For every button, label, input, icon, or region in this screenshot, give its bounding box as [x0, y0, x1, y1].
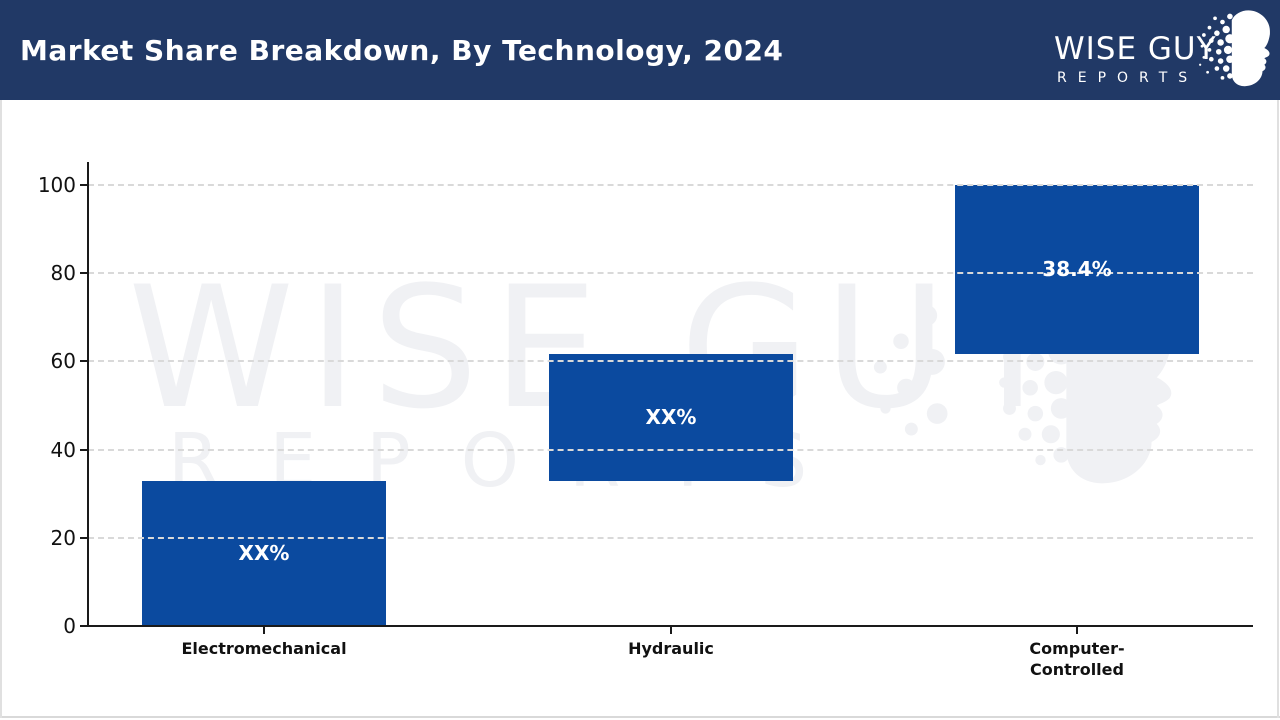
logo-subtext: REPORTS [1057, 70, 1198, 86]
y-tick-mark-0 [80, 625, 88, 627]
logo-wordmark: WISE GUY [1054, 31, 1217, 67]
y-tick-mark-40 [80, 448, 88, 451]
logo-face-icon [1199, 10, 1271, 87]
bar-electromechanical [142, 481, 386, 626]
y-tick-label-20: 20 [50, 525, 76, 550]
page-bottom-rule [0, 716, 1280, 718]
y-tick-mark-100 [80, 184, 88, 186]
x-category-label: Hydraulic [628, 639, 714, 658]
bar-value-label: 38.4% [1042, 256, 1112, 281]
bar-hydraulic [549, 354, 793, 482]
bar-value-label: XX% [645, 404, 697, 429]
x-category-label: Electromechanical [181, 639, 347, 658]
gridline-100 [88, 184, 1253, 186]
header-banner: Market Share Breakdown, By Technology, 2… [0, 0, 1280, 100]
x-axis-line [87, 625, 1253, 627]
page-left-rule [0, 100, 2, 718]
y-tick-mark-80 [80, 272, 88, 275]
gridline-20 [88, 536, 1253, 539]
y-tick-label-60: 60 [50, 349, 76, 374]
wiseguy-reports-logo: WISE GUY REPORTS [1054, 10, 1271, 87]
y-tick-label-100: 100 [37, 173, 76, 197]
y-tick-mark-60 [80, 360, 88, 363]
x-tick-mark-1 [670, 627, 672, 634]
bar-value-label: XX% [238, 540, 290, 565]
bar-computer-controlled [955, 185, 1199, 355]
page-right-rule [1277, 100, 1279, 718]
y-tick-mark-20 [80, 536, 88, 539]
x-tick-mark-2 [1076, 627, 1078, 634]
page-title: Market Share Breakdown, By Technology, 2… [20, 33, 784, 67]
gridline-60 [88, 360, 1253, 363]
gridline-40 [88, 448, 1253, 451]
chart-area: WISE GUY REPORTS 0 20 40 60 80 100 XX% Electrom… [0, 100, 1280, 720]
x-category-label: Computer-Controlled [1029, 639, 1125, 679]
y-tick-label-80: 80 [50, 261, 76, 286]
gridline-80 [88, 272, 1253, 275]
y-tick-label-0: 0 [63, 614, 76, 638]
y-tick-label-40: 40 [50, 437, 76, 462]
x-tick-mark-0 [263, 627, 265, 634]
y-axis-line [87, 162, 89, 627]
